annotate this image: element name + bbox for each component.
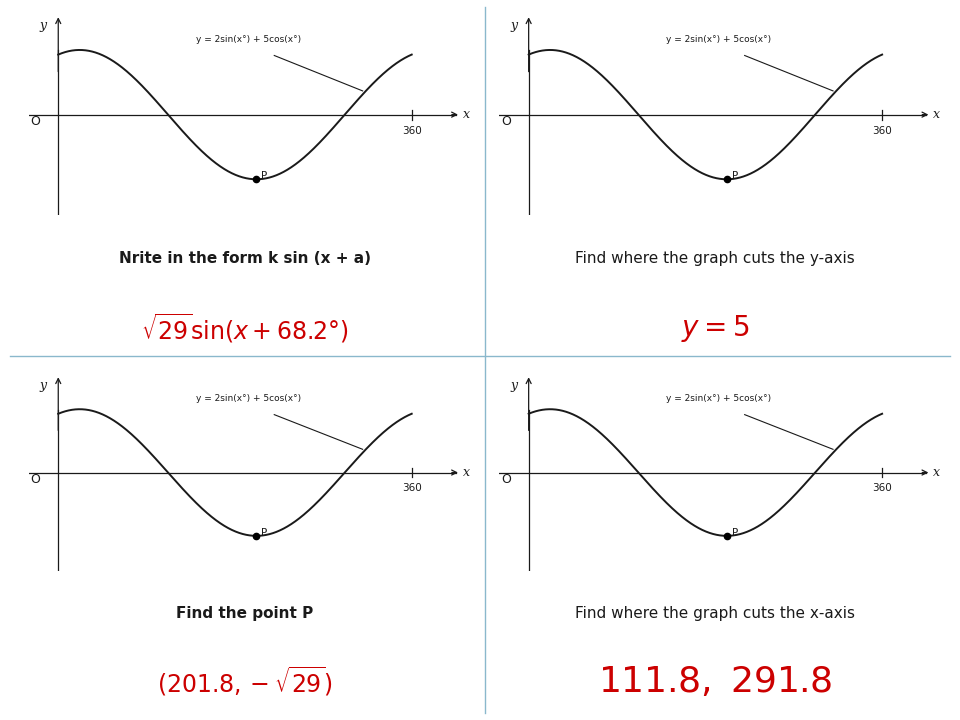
Text: y = 2sin(x°) + 5cos(x°): y = 2sin(x°) + 5cos(x°) xyxy=(666,395,771,403)
Text: P: P xyxy=(261,528,268,538)
Text: O: O xyxy=(501,472,511,485)
Text: x: x xyxy=(933,466,940,479)
Text: 360: 360 xyxy=(873,126,892,135)
Text: O: O xyxy=(31,472,40,485)
Text: 360: 360 xyxy=(402,126,421,135)
Text: y = 2sin(x°) + 5cos(x°): y = 2sin(x°) + 5cos(x°) xyxy=(666,35,771,44)
Text: Find the point P: Find the point P xyxy=(177,606,313,621)
Text: $111.8,\ 291.8$: $111.8,\ 291.8$ xyxy=(598,665,832,698)
Text: O: O xyxy=(501,114,511,127)
Text: $\sqrt{29}\mathrm{sin}(x + 68.2°)$: $\sqrt{29}\mathrm{sin}(x + 68.2°)$ xyxy=(141,311,348,345)
Text: 360: 360 xyxy=(402,483,421,493)
Text: $(201.8,-\sqrt{29})$: $(201.8,-\sqrt{29})$ xyxy=(156,665,333,698)
Text: 360: 360 xyxy=(873,483,892,493)
Text: P: P xyxy=(261,171,268,181)
Text: y: y xyxy=(511,19,517,32)
Text: x: x xyxy=(463,466,469,479)
Text: $y = 5$: $y = 5$ xyxy=(681,312,750,343)
Text: y: y xyxy=(40,379,47,392)
Text: Find where the graph cuts the y-axis: Find where the graph cuts the y-axis xyxy=(575,251,855,266)
Text: P: P xyxy=(732,171,738,181)
Text: x: x xyxy=(933,108,940,121)
Text: O: O xyxy=(31,114,40,127)
Text: y = 2sin(x°) + 5cos(x°): y = 2sin(x°) + 5cos(x°) xyxy=(196,395,300,403)
Text: y: y xyxy=(511,379,517,392)
Text: y = 2sin(x°) + 5cos(x°): y = 2sin(x°) + 5cos(x°) xyxy=(196,35,300,44)
Text: Νrite in the form k sin (x + a): Νrite in the form k sin (x + a) xyxy=(119,251,371,266)
Text: x: x xyxy=(463,108,469,121)
Text: Find where the graph cuts the x-axis: Find where the graph cuts the x-axis xyxy=(575,606,855,621)
Text: P: P xyxy=(732,528,738,538)
Text: y: y xyxy=(40,19,47,32)
